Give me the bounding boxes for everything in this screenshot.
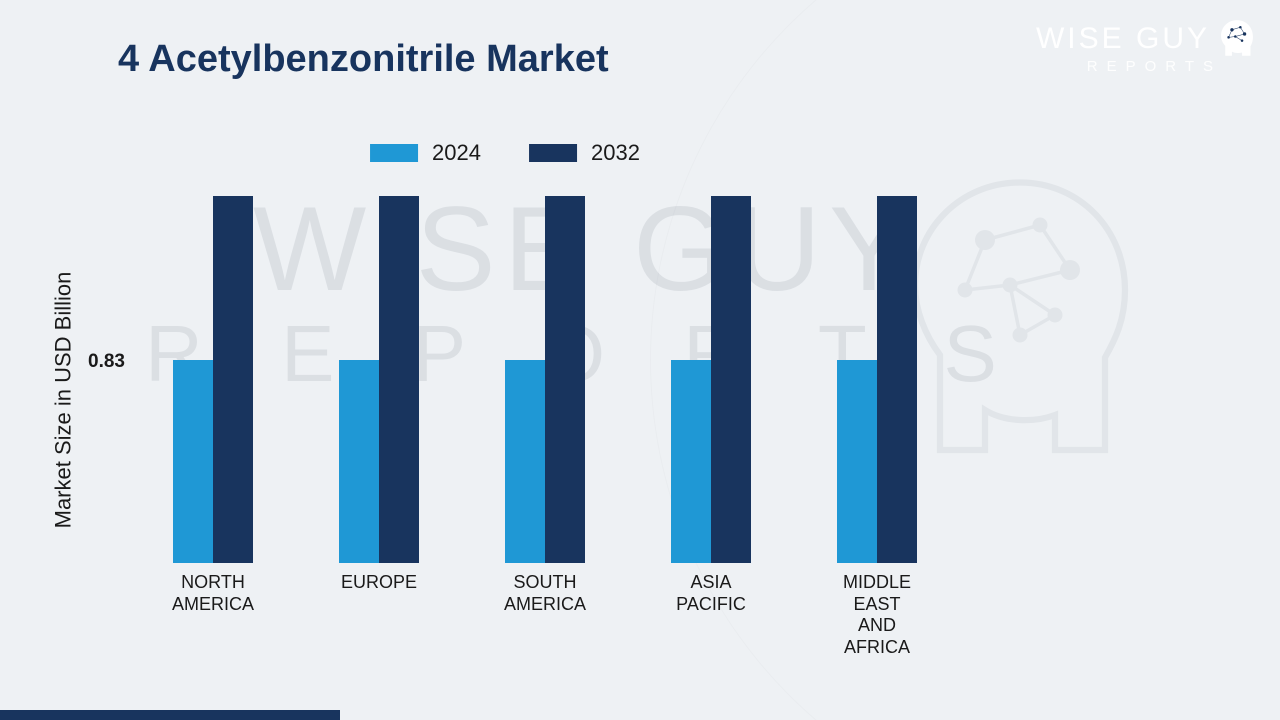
head-icon	[1216, 18, 1258, 60]
y-tick-label: 0.83	[88, 351, 125, 373]
legend-label: 2032	[591, 140, 640, 166]
bar-groups	[130, 172, 960, 563]
legend-swatch-2032	[529, 144, 577, 162]
brand-line1: WISE GUY	[1036, 22, 1210, 56]
legend-swatch-2024	[370, 144, 418, 162]
x-label: ASIA PACIFIC	[651, 572, 771, 658]
right-panel	[970, 0, 1280, 720]
brand-line1-row: WISE GUY	[1036, 18, 1258, 60]
chart-region: Market Size in USD Billion 2024 2032 0.8…	[40, 140, 970, 700]
bar-group	[837, 196, 917, 564]
x-label: EUROPE	[319, 572, 439, 658]
bar-group	[173, 196, 253, 564]
bar-2024	[837, 360, 877, 563]
bar-2032	[213, 196, 253, 564]
plot-area	[130, 172, 960, 564]
bar-2032	[379, 196, 419, 564]
bar-2032	[877, 196, 917, 564]
x-label: MIDDLE EAST AND AFRICA	[817, 572, 937, 658]
bar-2024	[671, 360, 711, 563]
bar-2024	[173, 360, 213, 563]
chart-title: 4 Acetylbenzonitrile Market	[118, 38, 609, 81]
bar-2032	[545, 196, 585, 564]
bar-group	[671, 196, 751, 564]
x-label: NORTH AMERICA	[153, 572, 273, 658]
bar-2024	[339, 360, 379, 563]
page: WISE GUY REPORTS 4 Acetylbenzonitrile Ma…	[0, 0, 1280, 720]
y-axis-label-text: Market Size in USD Billion	[50, 272, 76, 529]
x-axis-labels: NORTH AMERICA EUROPE SOUTH AMERICA ASIA PAC…	[130, 572, 960, 658]
legend-item: 2032	[529, 140, 640, 166]
legend-label: 2024	[432, 140, 481, 166]
bottom-accent-bar	[0, 710, 340, 720]
bar-2032	[711, 196, 751, 564]
legend: 2024 2032	[370, 140, 640, 166]
brand-line2: REPORTS	[1036, 58, 1258, 75]
x-label: SOUTH AMERICA	[485, 572, 605, 658]
bar-2024	[505, 360, 545, 563]
y-axis-label: Market Size in USD Billion	[48, 200, 78, 600]
brand-logo: WISE GUY REPORTS	[1036, 18, 1258, 75]
bar-group	[339, 196, 419, 564]
legend-item: 2024	[370, 140, 481, 166]
bar-group	[505, 196, 585, 564]
